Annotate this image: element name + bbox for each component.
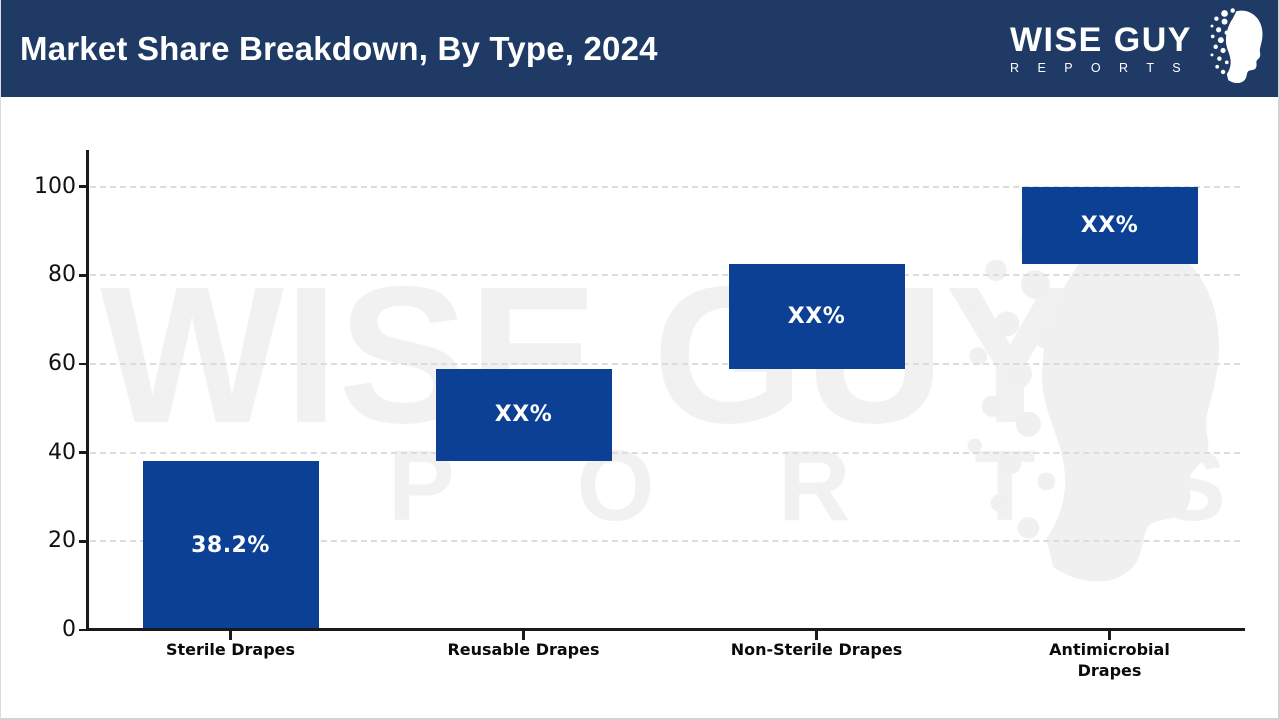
y-axis-tick-mark [79, 628, 88, 632]
wiseguy-logo-line1: WISE GUY [1009, 20, 1192, 59]
y-axis-tick-label: 20 [48, 528, 76, 554]
x-axis-tick-mark [815, 631, 818, 640]
x-axis-tick-mark [522, 631, 525, 640]
bar-antimicrobial-drapes: XX% [1021, 186, 1198, 264]
y-axis-tick-mark [79, 540, 88, 543]
y-axis-tick-label: 40 [48, 439, 76, 465]
bar-non-sterile-drapes: XX% [728, 263, 905, 370]
gridline-y-80 [90, 274, 1240, 277]
x-axis-category-label: Antimicrobial Drapes [1049, 640, 1170, 680]
plot-area: 38.2% Sterile Drapes XX% Reusable Drapes XX%… [88, 150, 1242, 680]
x-axis-tick-mark [229, 631, 232, 640]
y-axis-tick-label: 60 [48, 351, 76, 376]
gridline-y-100 [90, 185, 1240, 188]
gridline-y-60 [90, 363, 1240, 365]
y-axis-tick-mark [79, 185, 88, 188]
y-axis-tick-mark [79, 274, 88, 277]
bar-value-label: XX% [787, 304, 846, 330]
bar-value-label: XX% [1080, 212, 1139, 238]
x-axis-category-label: Non-Sterile Drapes [730, 640, 903, 659]
x-axis-category-label: Sterile Drapes [165, 640, 296, 659]
y-axis-tick-mark [79, 362, 88, 366]
y-axis-tick-mark [79, 451, 88, 454]
bar-value-label: XX% [494, 402, 553, 428]
x-axis-category-label: Reusable Drapes [447, 640, 600, 659]
page-title: Market Share Breakdown, By Type, 2024 [20, 29, 658, 67]
wiseguy-logo: WISE GUY R E P O R T S [1010, 7, 1266, 90]
y-axis-tick-label: 0 [62, 617, 76, 642]
gridline-y-40 [90, 451, 1240, 454]
y-axis-tick-label: 80 [48, 262, 76, 288]
bar-sterile-drapes: 38.2% [142, 460, 319, 630]
header-bar: Market Share Breakdown, By Type, 2024 WI… [0, 0, 1280, 97]
wiseguy-logo-text: WISE GUY R E P O R T S [1010, 23, 1192, 75]
y-axis-line [86, 150, 89, 631]
x-axis-tick-mark [1108, 631, 1111, 640]
wiseguy-logo-line2: R E P O R T S [1009, 60, 1189, 75]
gridline-y-20 [90, 540, 1240, 543]
bar-value-label: 38.2% [191, 532, 270, 558]
x-axis-line [86, 628, 1245, 631]
y-axis-tick-label: 100 [34, 173, 76, 199]
bar-reusable-drapes: XX% [435, 369, 612, 461]
wiseguy-face-icon [1210, 7, 1263, 83]
